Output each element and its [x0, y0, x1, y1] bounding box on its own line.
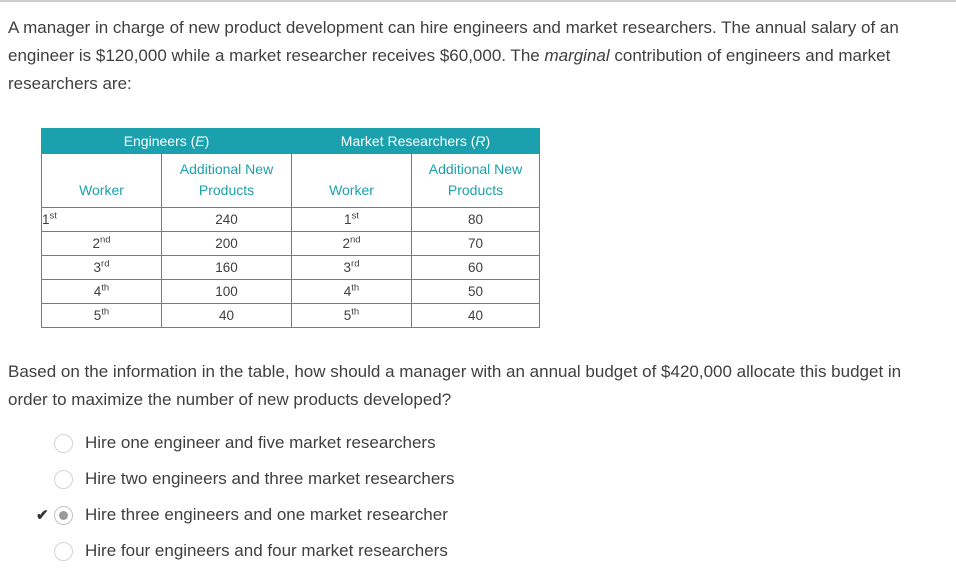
radio-button[interactable]: [54, 469, 73, 489]
engineer-products-cell: 40: [161, 303, 292, 329]
intro-text-2: contribution of engineers and market res…: [8, 46, 891, 94]
intro-text-1: A manager in charge of new product devel…: [8, 18, 899, 66]
engineer-products-cell: 160: [161, 255, 292, 281]
option-label: Hire two engineers and three market rese…: [85, 469, 455, 489]
table-row: 3rd 160 3rd 60: [41, 255, 540, 281]
researcher-worker-cell: 3rd: [291, 255, 412, 281]
engineer-worker-cell: 4th: [41, 279, 162, 305]
engineers-products-header: Additional New Products: [161, 153, 292, 209]
engineer-worker-cell: 3rd: [41, 255, 162, 281]
researcher-worker-cell: 1st: [291, 207, 412, 233]
researcher-worker-cell: 2nd: [291, 231, 412, 257]
engineers-group-header: Engineers (E): [41, 128, 292, 155]
answer-option[interactable]: ✔ Hire three engineers and one market re…: [36, 500, 948, 530]
marginal-contribution-table: Engineers (E) Market Researchers (R) Wor…: [41, 128, 540, 329]
option-label: Hire three engineers and one market rese…: [85, 505, 448, 525]
researchers-variable: R: [475, 133, 486, 150]
table-group-header-row: Engineers (E) Market Researchers (R): [41, 128, 540, 155]
researchers-label: Market Researchers (: [340, 133, 476, 150]
researchers-worker-header: Worker: [291, 153, 412, 209]
researcher-products-cell: 40: [411, 303, 540, 329]
researcher-products-cell: 50: [411, 279, 540, 305]
answer-options: ✔ Hire one engineer and five market rese…: [36, 428, 948, 566]
engineers-worker-header: Worker: [41, 153, 162, 209]
table-row: 2nd 200 2nd 70: [41, 231, 540, 257]
answer-option[interactable]: ✔ Hire one engineer and five market rese…: [36, 428, 948, 458]
engineer-worker-cell: 1st: [41, 207, 162, 233]
table-row: 1st 240 1st 80: [41, 207, 540, 233]
engineer-worker-cell: 5th: [41, 303, 162, 329]
radio-button[interactable]: [54, 541, 73, 561]
option-label: Hire four engineers and four market rese…: [85, 541, 448, 561]
question-text: Based on the information in the table, h…: [8, 362, 902, 410]
table-subheader-row: Worker Additional New Products Worker Add…: [41, 153, 540, 209]
table-row: 4th 100 4th 50: [41, 279, 540, 305]
market-researchers-group-header: Market Researchers (R): [291, 128, 540, 155]
engineer-products-cell: 100: [161, 279, 292, 305]
researcher-worker-cell: 5th: [291, 303, 412, 329]
option-label: Hire one engineer and five market resear…: [85, 433, 436, 453]
answer-option[interactable]: ✔ Hire four engineers and four market re…: [36, 536, 948, 566]
question-intro: A manager in charge of new product devel…: [8, 14, 936, 98]
engineers-label: Engineers (: [123, 133, 196, 150]
engineer-products-cell: 240: [161, 207, 292, 233]
radio-button[interactable]: [54, 505, 73, 525]
radio-button[interactable]: [54, 433, 73, 453]
engineers-label-close: ): [204, 133, 210, 150]
researcher-products-cell: 60: [411, 255, 540, 281]
researcher-products-cell: 80: [411, 207, 540, 233]
engineers-variable: E: [195, 133, 205, 150]
researchers-label-close: ): [485, 133, 491, 150]
table-row: 5th 40 5th 40: [41, 303, 540, 329]
researcher-products-cell: 70: [411, 231, 540, 257]
researcher-worker-cell: 4th: [291, 279, 412, 305]
engineer-worker-cell: 2nd: [41, 231, 162, 257]
engineer-products-cell: 200: [161, 231, 292, 257]
answer-option[interactable]: ✔ Hire two engineers and three market re…: [36, 464, 948, 494]
checkmark-icon: ✔: [36, 506, 49, 524]
intro-italic-word: marginal: [544, 46, 610, 66]
researchers-products-header: Additional New Products: [411, 153, 540, 209]
